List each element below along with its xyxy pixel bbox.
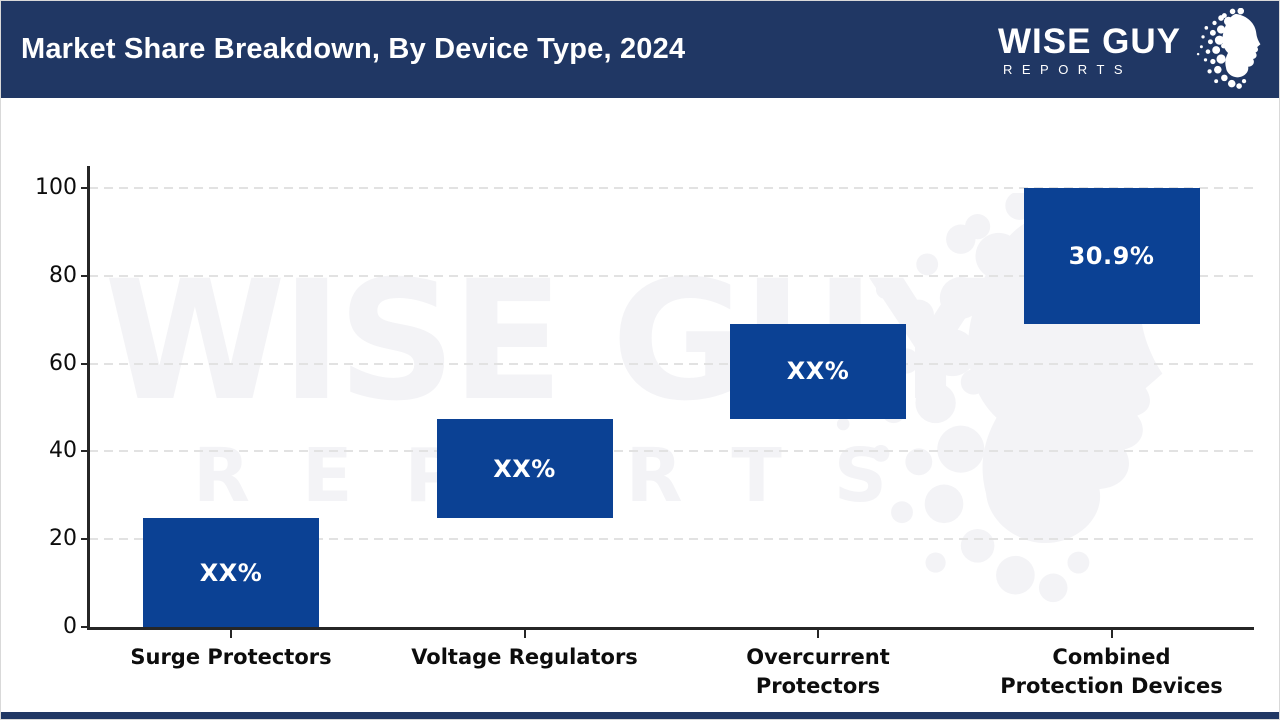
logo-sub: REPORTS: [1002, 61, 1133, 77]
face-dot: [1236, 82, 1242, 89]
footer-bar: [1, 712, 1279, 719]
bar: XX%: [143, 518, 319, 627]
logo-text: WISE GUY REPORTS: [998, 24, 1181, 76]
face-dot: [1224, 32, 1231, 39]
face-dot: [1218, 14, 1224, 21]
y-tick: [81, 274, 89, 277]
y-gridline: [89, 187, 1254, 189]
face-dot: [1207, 38, 1213, 44]
x-tick: [523, 629, 526, 638]
bar: XX%: [436, 418, 613, 519]
face-dot: [1221, 42, 1226, 48]
y-gridline: [89, 274, 1254, 277]
logo-face-icon: [1196, 7, 1261, 89]
y-tick-label: 100: [35, 175, 77, 200]
category-label: Voltage Regulators: [411, 645, 638, 669]
category-label: Surge Protectors: [130, 645, 332, 669]
waterfall-chart: 0 20 40 60 80 100 XX% Surge Protectors XX% Voltag…: [1, 98, 1279, 714]
face-dot: [1212, 45, 1221, 54]
face-dot: [1201, 34, 1205, 39]
y-tick: [81, 538, 89, 541]
y-tick-label: 40: [49, 438, 77, 464]
face-dot: [1214, 35, 1225, 45]
face-dot: [1229, 8, 1236, 14]
face-dot: [1216, 53, 1226, 64]
face-dot: [1207, 68, 1212, 73]
x-axis: [87, 627, 1254, 630]
face-dot: [1209, 29, 1216, 36]
y-tick-label: 80: [49, 262, 77, 288]
y-tick-label: 60: [49, 350, 77, 376]
category-label: Overcurrent Protectors: [746, 645, 890, 699]
face-dot: [1210, 58, 1216, 64]
y-tick-label: 0: [63, 614, 77, 639]
bar-value-label: XX%: [493, 454, 556, 483]
bar-value-label: XX%: [786, 357, 850, 386]
face-dot: [1216, 24, 1226, 34]
y-tick: [81, 187, 89, 189]
logo-name: WISE GUY: [997, 21, 1181, 61]
face-dot: [1199, 44, 1203, 48]
face-dot: [1203, 57, 1208, 61]
y-axis: [87, 166, 90, 629]
header-banner: Market Share Breakdown, By Device Type, …: [1, 1, 1279, 98]
y-gridline: [89, 538, 1254, 541]
face-dot: [1227, 79, 1236, 87]
category-label: Combined Protection Devices: [1000, 645, 1223, 699]
face-dot: [1237, 7, 1245, 14]
face-dot: [1241, 78, 1247, 83]
face-dot: [1223, 16, 1233, 26]
face-dot: [1196, 52, 1200, 55]
face-dot: [1205, 48, 1211, 54]
face-dot: [1221, 74, 1228, 81]
bar-value-label: XX%: [199, 558, 263, 587]
bar: 30.9%: [1023, 188, 1200, 324]
x-tick: [817, 629, 819, 638]
y-gridline: [89, 362, 1254, 365]
y-gridline: [89, 450, 1254, 453]
bar-value-label: 30.9%: [1068, 241, 1155, 270]
face-dot: [1214, 78, 1219, 83]
y-tick: [81, 626, 89, 628]
face-dot: [1204, 25, 1209, 30]
y-tick: [81, 450, 89, 453]
x-tick: [230, 629, 232, 638]
y-tick-label: 20: [49, 526, 77, 552]
face-dot: [1212, 20, 1217, 25]
y-tick: [81, 362, 89, 365]
page-title: Market Share Breakdown, By Device Type, …: [21, 33, 686, 65]
x-tick: [1110, 629, 1113, 638]
wise-guy-reports-logo: WISE GUY REPORTS: [998, 7, 1279, 92]
bar: XX%: [730, 323, 906, 419]
face-dot: [1214, 65, 1222, 73]
